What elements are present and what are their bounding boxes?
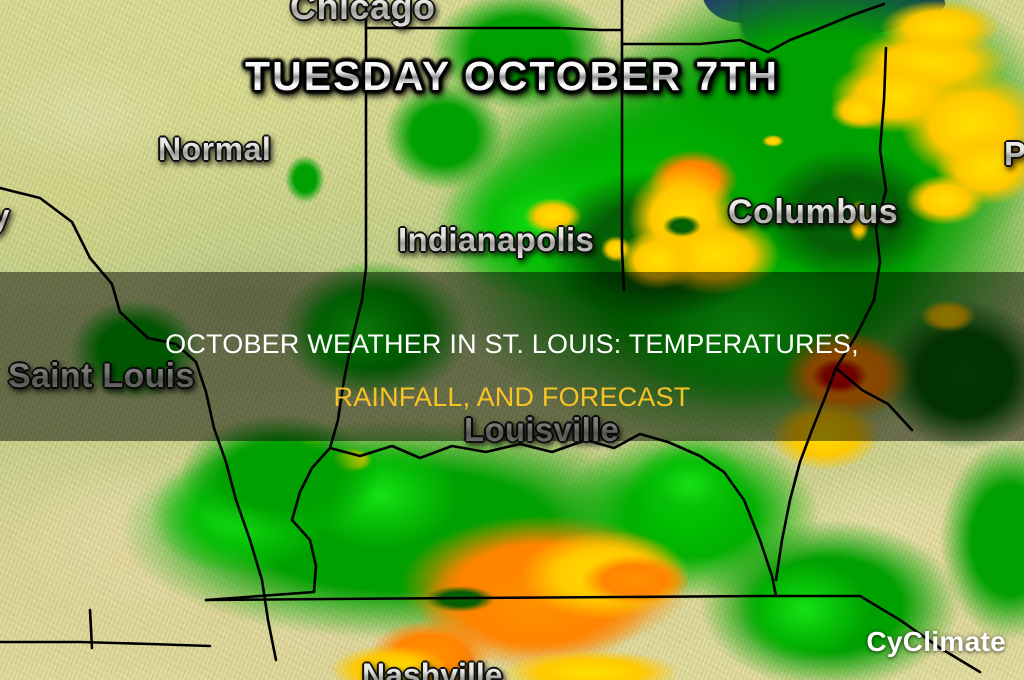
radar-echo-green <box>430 0 610 110</box>
city-label-saint-louis: Saint Louis <box>8 357 195 395</box>
radar-echo-yellow <box>880 0 1000 55</box>
city-label-indianapolis: Indianapolis <box>398 221 595 258</box>
radar-echo-yellow <box>330 645 450 680</box>
city-label-chicago: Chicago <box>290 0 436 28</box>
radar-echo-yellow <box>524 198 582 234</box>
article-title-line-1: OCTOBER WEATHER IN ST. LOUIS: TEMPERATUR… <box>165 329 859 359</box>
radar-echo-yellow <box>830 92 890 130</box>
radar-echo-yellow <box>601 236 631 262</box>
article-title-overlay: OCTOBER WEATHER IN ST. LOUIS: TEMPERATUR… <box>0 318 1024 424</box>
radar-echo-yellow-small <box>762 135 784 147</box>
article-title-line-2: RAINFALL, AND FORECAST <box>333 382 691 412</box>
radar-echo-yellow <box>618 230 698 290</box>
page-title: TUESDAY OCTOBER 7TH <box>0 56 1024 97</box>
city-label-pittsburgh: P <box>1004 135 1024 173</box>
city-label-quincy: cy <box>0 198 10 235</box>
radar-echo-green <box>285 155 325 203</box>
radar-echo-orange <box>580 555 690 605</box>
city-label-louisville: Louisville <box>464 411 620 448</box>
radar-echo-yellow <box>905 175 985 225</box>
city-label-nashville: Nashville <box>362 657 503 680</box>
radar-echo-hole <box>663 215 701 237</box>
radar-echo-yellow <box>920 300 976 332</box>
city-label-normal: Normal <box>158 131 272 167</box>
radar-echo-hole <box>425 586 495 612</box>
title-overlay-band <box>0 272 1024 441</box>
radar-echo-green-bright <box>740 560 870 660</box>
radar-echo-green-bright <box>630 440 750 530</box>
city-label-columbus: Columbus <box>728 193 899 231</box>
watermark-logo: CyClimate <box>866 626 1006 657</box>
radar-echo-yellow <box>500 650 680 680</box>
